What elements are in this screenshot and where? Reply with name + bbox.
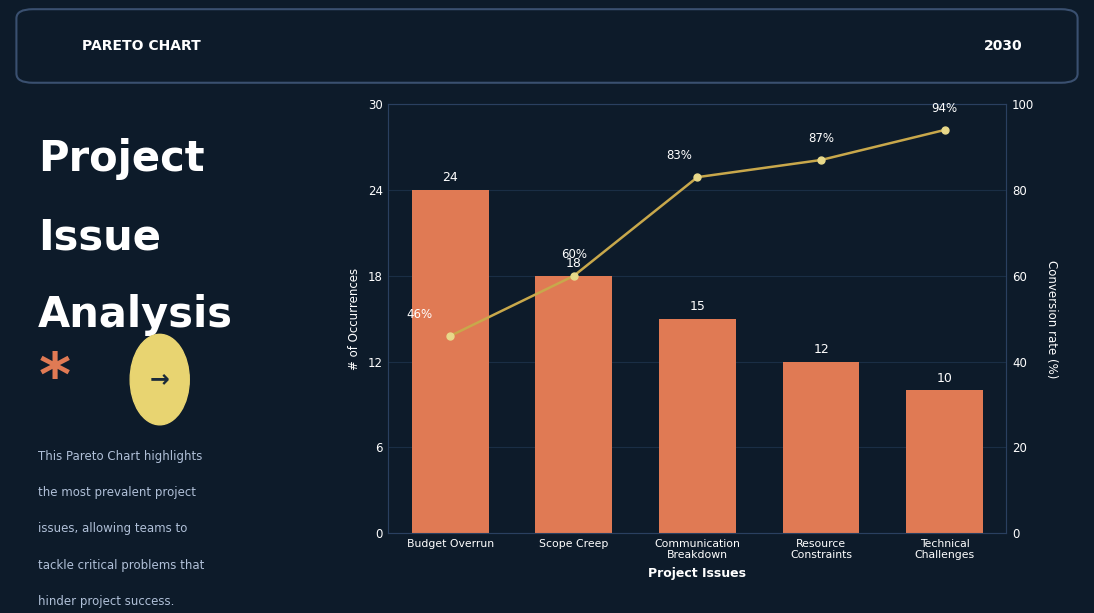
Text: 10: 10 — [936, 371, 953, 384]
Bar — [535, 276, 613, 533]
Text: hinder project success.: hinder project success. — [38, 595, 175, 607]
Text: 60%: 60% — [561, 248, 586, 261]
Circle shape — [130, 334, 189, 425]
Text: 24: 24 — [442, 171, 458, 185]
Text: the most prevalent project: the most prevalent project — [38, 486, 196, 499]
Text: Analysis: Analysis — [38, 294, 233, 336]
Bar — [906, 390, 984, 533]
Text: →: → — [150, 368, 170, 392]
Bar — [782, 362, 860, 533]
Y-axis label: Conversion rate (%): Conversion rate (%) — [1046, 259, 1058, 378]
Text: Issue: Issue — [38, 216, 161, 258]
Text: *: * — [38, 350, 70, 409]
Text: 2030: 2030 — [985, 39, 1023, 53]
Bar — [659, 319, 736, 533]
Text: 94%: 94% — [932, 102, 957, 115]
Text: tackle critical problems that: tackle critical problems that — [38, 558, 205, 571]
Text: 18: 18 — [566, 257, 582, 270]
Text: Project: Project — [38, 139, 205, 180]
Text: 15: 15 — [689, 300, 706, 313]
Y-axis label: # of Occurrences: # of Occurrences — [348, 268, 361, 370]
Text: PARETO CHART: PARETO CHART — [82, 39, 201, 53]
Bar — [411, 190, 489, 533]
Text: 83%: 83% — [666, 149, 691, 162]
Text: 46%: 46% — [406, 308, 432, 321]
Text: issues, allowing teams to: issues, allowing teams to — [38, 522, 188, 535]
Text: 12: 12 — [813, 343, 829, 356]
Text: This Pareto Chart highlights: This Pareto Chart highlights — [38, 450, 202, 463]
X-axis label: Project Issues: Project Issues — [649, 568, 746, 581]
Text: 87%: 87% — [808, 132, 834, 145]
